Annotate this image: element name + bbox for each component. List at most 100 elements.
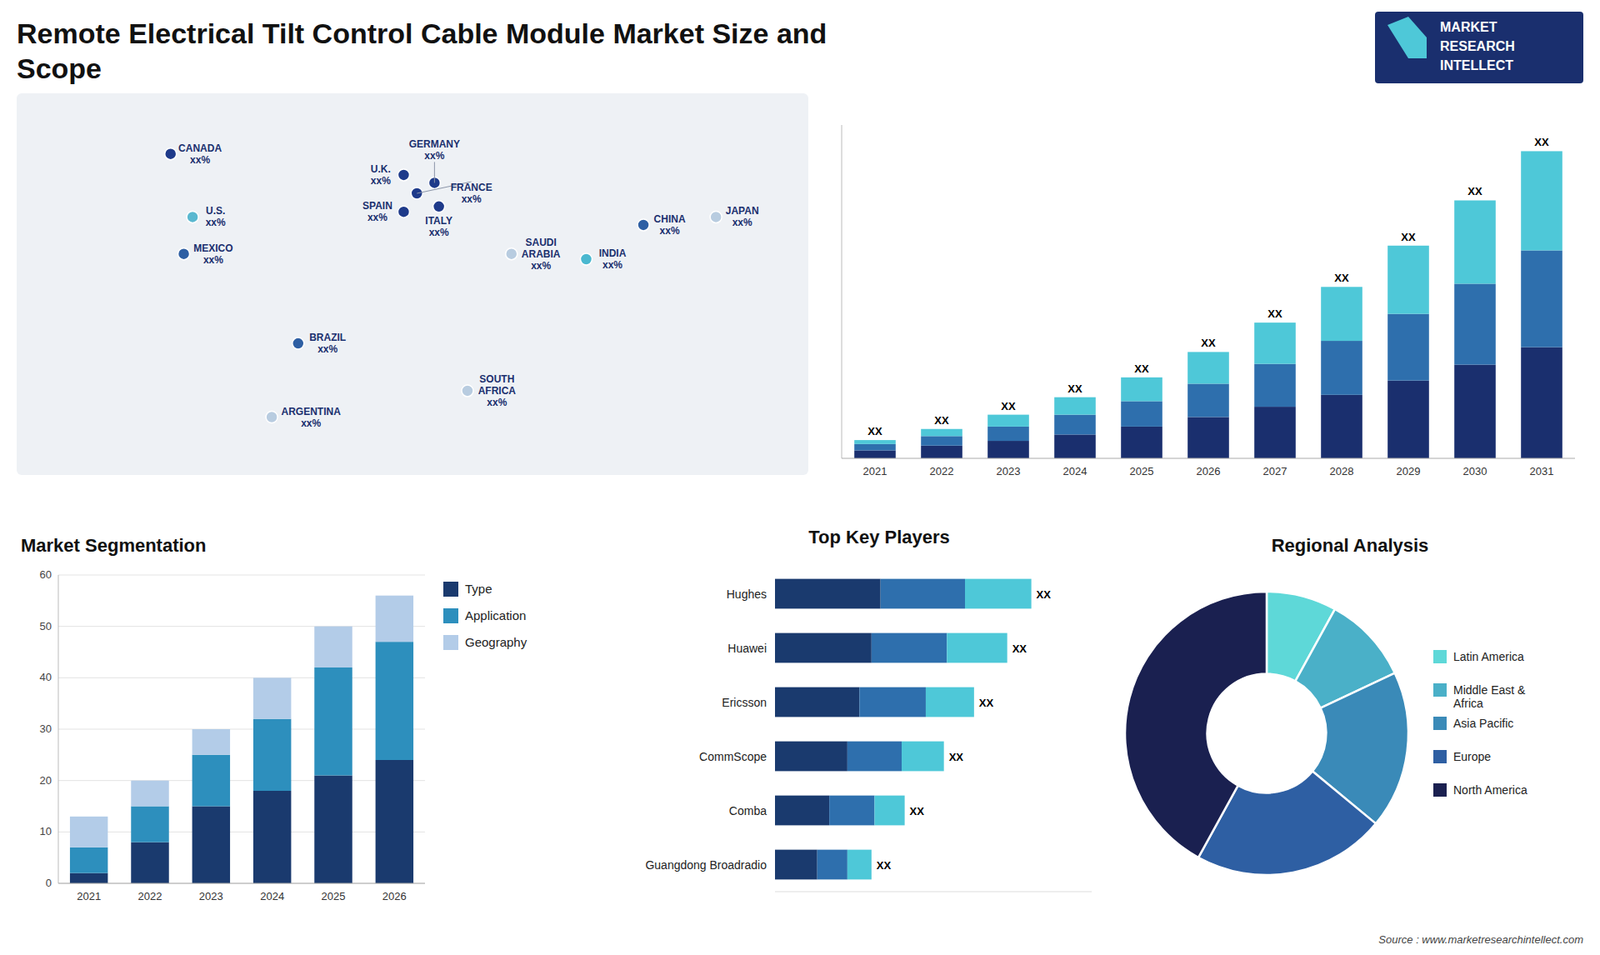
legend-label: Europe xyxy=(1453,750,1491,764)
x-tick-label: 2025 xyxy=(1130,465,1155,478)
bar-segment xyxy=(192,755,230,807)
legend-label: Geography xyxy=(465,635,528,650)
bar-segment xyxy=(1454,365,1496,459)
bar-segment xyxy=(847,850,872,880)
bar-segment xyxy=(1320,340,1363,395)
bar-segment xyxy=(920,429,963,437)
bar-segment xyxy=(192,806,230,885)
country-value-label: xx% xyxy=(190,154,210,166)
bar-segment xyxy=(70,873,108,884)
bar-segment xyxy=(1120,426,1163,459)
bar-segment xyxy=(965,579,1032,610)
map-marker xyxy=(178,248,190,260)
country-value-label: xx% xyxy=(317,343,338,355)
country-value-label: xx% xyxy=(424,150,445,162)
bar-segment xyxy=(775,741,848,772)
bar-segment xyxy=(854,440,896,445)
legend-swatch xyxy=(1433,750,1447,764)
y-tick-label: 50 xyxy=(40,620,52,633)
text-line: SOUTH xyxy=(479,373,515,385)
grid-line xyxy=(58,831,425,833)
chart-title: Regional Analysis xyxy=(1271,535,1430,556)
data-label: XX xyxy=(1200,336,1216,350)
plot-marks xyxy=(70,595,414,884)
country-label: GERMANY xyxy=(409,138,460,150)
bar-segment xyxy=(1054,434,1096,459)
y-tick-label: 30 xyxy=(40,722,52,735)
x-tick-label: 2025 xyxy=(321,890,346,903)
chart-title: Top Key Players xyxy=(808,526,950,548)
data-label: XX xyxy=(867,425,883,438)
bar-segment xyxy=(1320,395,1363,459)
map-marker xyxy=(186,210,199,223)
legend-label: Asia Pacific xyxy=(1453,716,1514,730)
legend-swatch xyxy=(1433,783,1447,797)
grid-line xyxy=(58,729,425,730)
country-value-label: xx% xyxy=(370,175,391,187)
logo-background xyxy=(1375,11,1584,84)
x-tick-label: 2021 xyxy=(76,890,101,903)
country-label: INDIA xyxy=(599,247,627,260)
country-label: ITALY xyxy=(425,215,453,227)
country-value-label: xx% xyxy=(429,226,450,239)
text-line: AFRICA xyxy=(478,385,517,397)
data-label: XX xyxy=(1134,362,1150,375)
bar-segment xyxy=(859,687,926,718)
bar-segment xyxy=(1520,250,1563,347)
data-label: XX xyxy=(979,696,995,710)
x-tick-label: 2024 xyxy=(1063,465,1088,478)
data-label: XX xyxy=(876,859,892,872)
bar-segment xyxy=(987,440,1030,459)
y-axis-line xyxy=(841,125,843,459)
bar-segment xyxy=(253,790,291,884)
bar-segment xyxy=(314,626,352,668)
data-label: XX xyxy=(949,750,965,764)
horizontal-bar-chart: Top Key PlayersHughesHuaweiEricssonCommS… xyxy=(645,526,1092,892)
country-label: JAPAN xyxy=(725,205,760,217)
bar-segment xyxy=(854,450,896,459)
bar-segment xyxy=(1387,380,1430,459)
bar-segment xyxy=(1520,347,1563,459)
bar-segment xyxy=(70,847,108,874)
data-label: XX xyxy=(1334,271,1350,285)
data-label: XX xyxy=(1000,400,1016,413)
bar-segment xyxy=(1254,406,1296,459)
data-label: XX xyxy=(1036,588,1052,601)
bar-segment xyxy=(1187,416,1230,459)
y-tick-label: 20 xyxy=(40,774,52,787)
bar-segment xyxy=(920,445,963,459)
legend-label: Type xyxy=(465,581,493,596)
bar-segment xyxy=(874,795,905,826)
country-value-label: xx% xyxy=(367,211,388,224)
legend-swatch xyxy=(1433,683,1447,697)
map-marker xyxy=(397,169,410,181)
logo-shape xyxy=(1387,16,1427,59)
map-marker xyxy=(165,148,177,160)
bar-segment xyxy=(314,775,352,885)
bar-segment xyxy=(1187,351,1230,384)
y-tick-label: 40 xyxy=(40,670,52,684)
x-tick-label: 2023 xyxy=(996,465,1021,478)
bar-segment xyxy=(192,729,230,755)
bar-segment xyxy=(314,667,352,776)
donut-slice xyxy=(1125,591,1267,858)
text-line: Middle East & xyxy=(1453,683,1526,697)
legend-swatch xyxy=(443,608,459,624)
country-label: CANADA xyxy=(178,142,222,155)
plot-marks xyxy=(775,579,1032,880)
bar-segment xyxy=(1520,150,1563,250)
bar-segment xyxy=(925,687,975,718)
map-marker xyxy=(710,210,722,223)
donut-chart: Regional AnalysisLatin AmericaMiddle Eas… xyxy=(1125,535,1528,875)
x-tick-label: 2026 xyxy=(382,890,407,903)
bar-segment xyxy=(775,687,860,718)
logo-text: INTELLECT xyxy=(1440,58,1514,73)
y-tick-label: 60 xyxy=(40,568,52,581)
x-tick-label: 2030 xyxy=(1463,465,1488,478)
y-tick-label: CommScope xyxy=(699,750,767,764)
map-marker xyxy=(397,205,410,218)
data-label: XX xyxy=(934,414,950,427)
map-marker xyxy=(265,411,278,424)
logo-text: MARKET xyxy=(1440,20,1498,35)
bar-segment xyxy=(829,795,875,826)
